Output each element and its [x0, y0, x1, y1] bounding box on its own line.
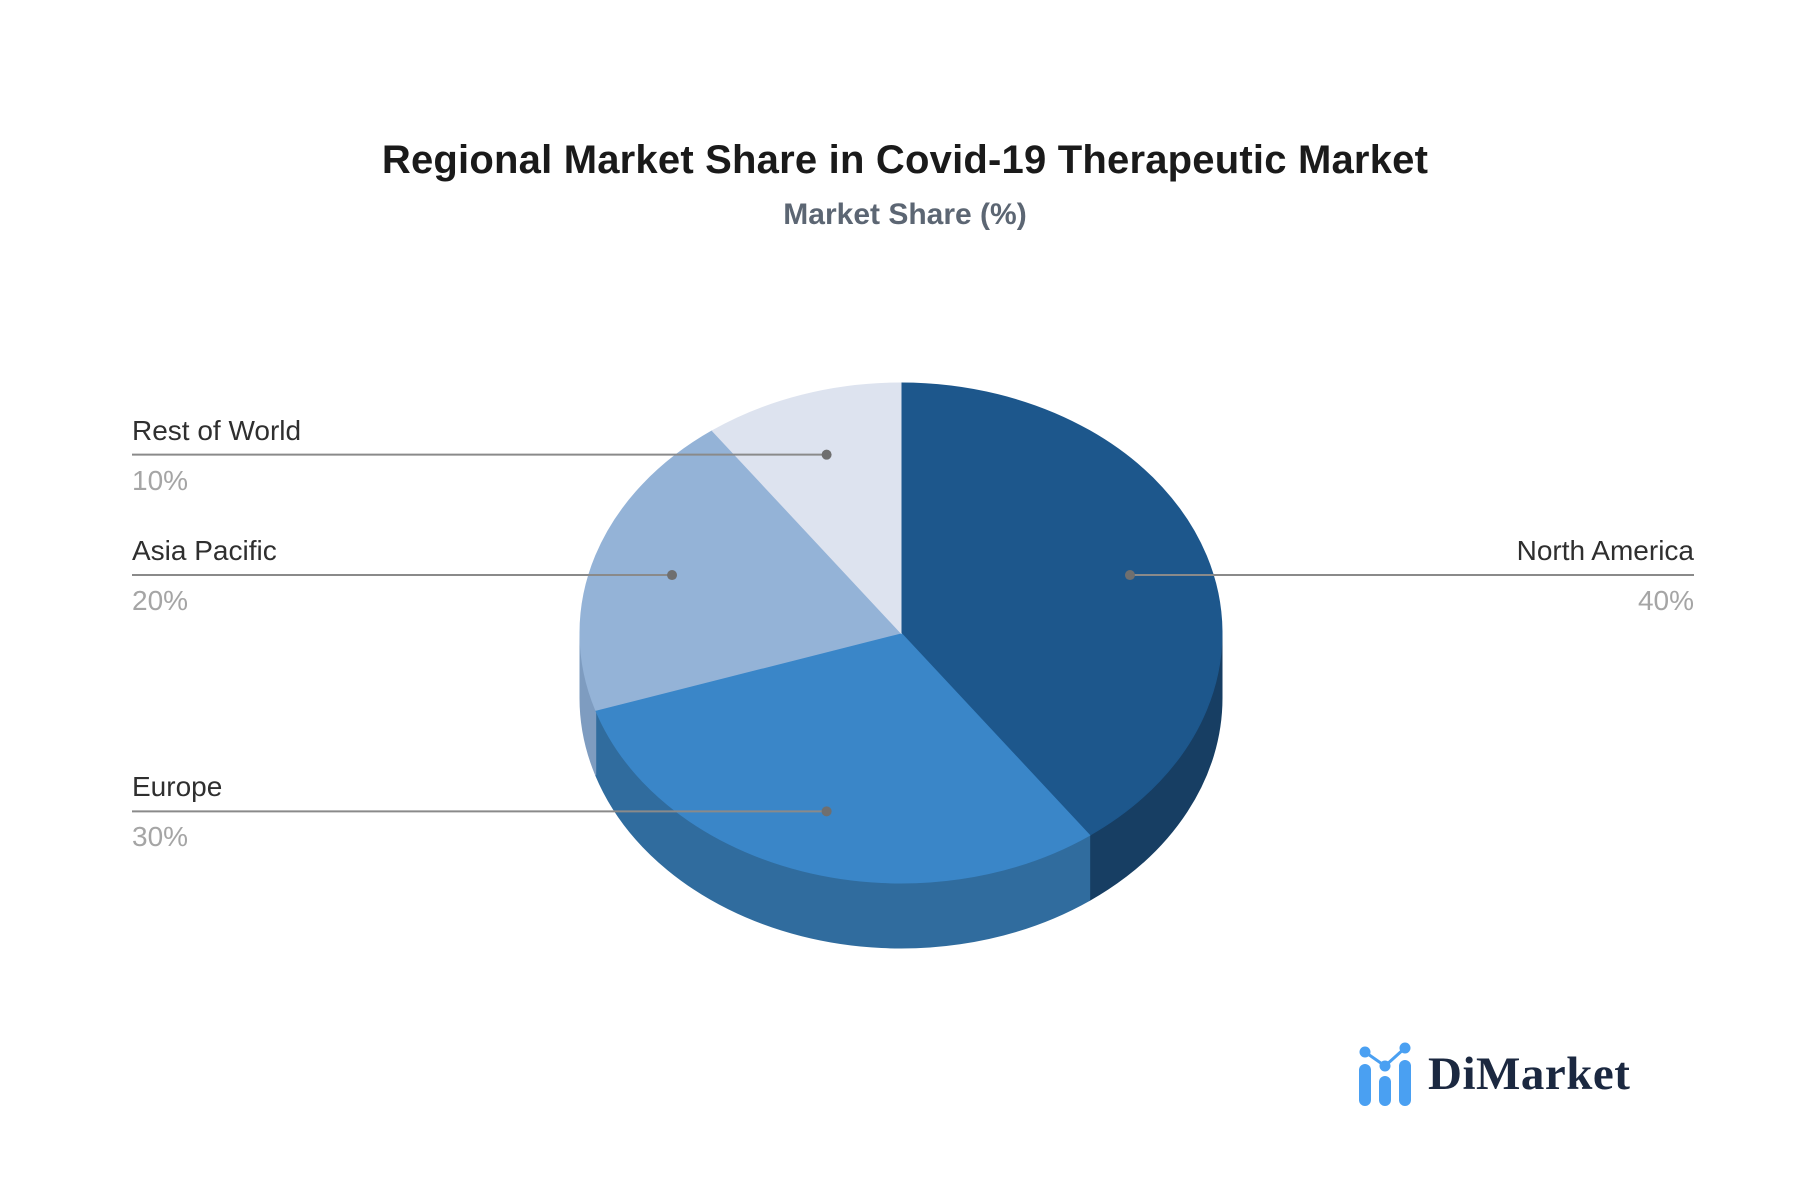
dimarket-logo: DiMarket — [1358, 1042, 1630, 1106]
logo-text: DiMarket — [1428, 1048, 1631, 1100]
slice-percent: 20% — [132, 585, 189, 617]
slice-name: Europe — [132, 771, 223, 803]
slice-name: North America — [1516, 535, 1694, 567]
slice-percent: 10% — [132, 464, 189, 496]
slice-name: Rest of World — [132, 414, 302, 446]
slice-name: Asia Pacific — [132, 535, 277, 567]
slice-percent: 40% — [1637, 585, 1694, 617]
chart-subtitle: Market Share (%) — [783, 198, 1027, 231]
bar-line-chart-icon — [1359, 1042, 1411, 1106]
chart-title: Regional Market Share in Covid-19 Therap… — [381, 138, 1429, 182]
slice-percent: 30% — [132, 821, 189, 853]
